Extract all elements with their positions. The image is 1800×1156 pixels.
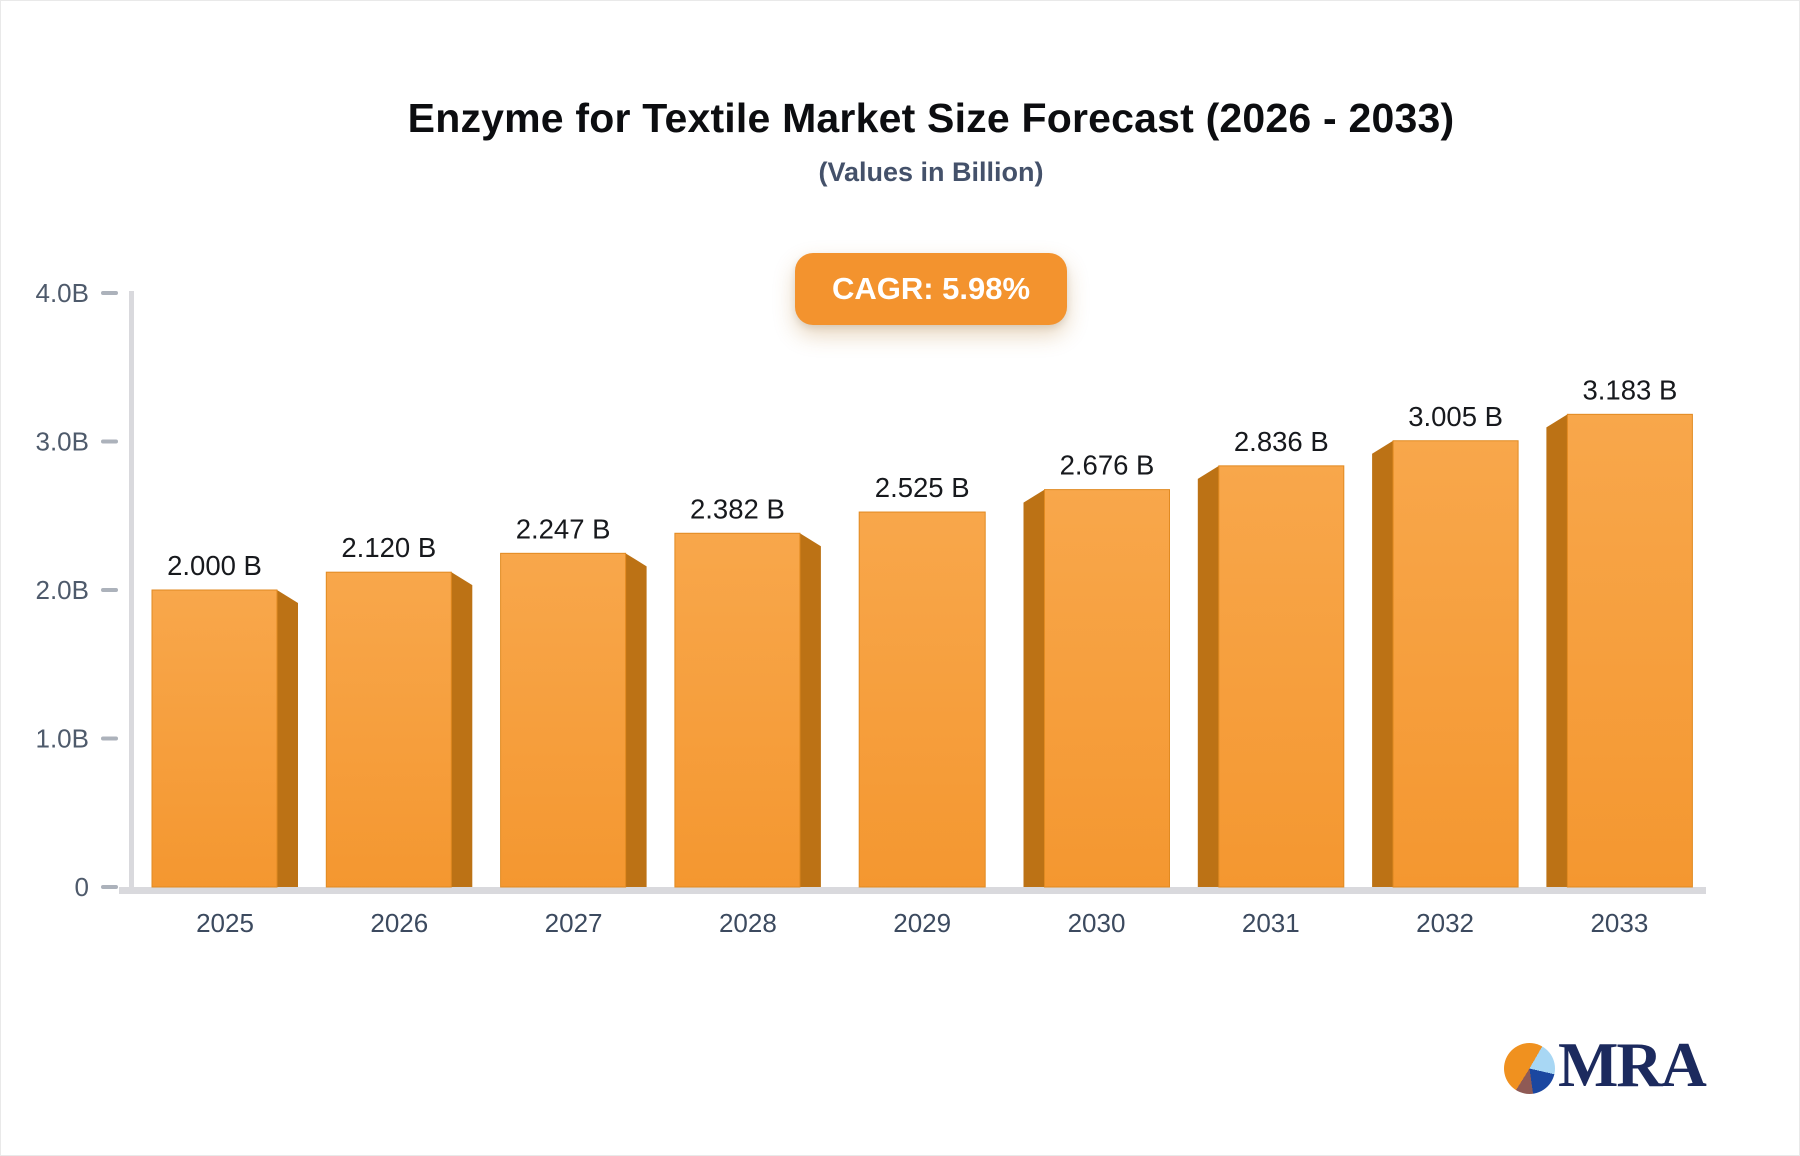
x-tick-label: 2027 bbox=[545, 908, 603, 938]
bar-group: 2.000 B 2025 bbox=[151, 550, 298, 938]
bar-value-label: 2.382 B bbox=[690, 493, 785, 524]
y-tick-label: 4.0B bbox=[36, 278, 90, 308]
bar-face bbox=[325, 571, 452, 888]
bar-value-label: 2.525 B bbox=[875, 472, 970, 503]
bar-face bbox=[1044, 489, 1170, 888]
bar-group: 3.005 B 2032 bbox=[1372, 401, 1519, 938]
bar-value-label: 2.000 B bbox=[167, 550, 262, 581]
x-tick-label: 2028 bbox=[719, 908, 777, 938]
bar-group: 3.183 B 2033 bbox=[1546, 374, 1693, 938]
y-tick-mark bbox=[101, 439, 118, 444]
bar-side-bevel bbox=[277, 590, 298, 887]
chart-subtitle: (Values in Billion) bbox=[818, 157, 1044, 187]
logo-pie-icon bbox=[1504, 1043, 1555, 1094]
bar-face bbox=[858, 511, 986, 888]
y-tick-label: 2.0B bbox=[36, 575, 90, 605]
x-tick-label: 2032 bbox=[1416, 908, 1474, 938]
y-tick-mark bbox=[101, 736, 118, 741]
bar-group: 2.382 B 2028 bbox=[674, 493, 821, 938]
bar-face bbox=[1392, 440, 1519, 888]
bar-side-bevel bbox=[451, 572, 473, 887]
cagr-badge-row: CAGR: 5.98% bbox=[131, 253, 1731, 325]
bar-group: 2.676 B 2030 bbox=[1023, 450, 1170, 938]
bar-group: 2.247 B 2027 bbox=[500, 513, 647, 938]
cagr-badge: CAGR: 5.98% bbox=[794, 253, 1068, 325]
bar-group: 2.120 B 2026 bbox=[325, 532, 473, 938]
bar-face bbox=[1218, 465, 1345, 888]
bar-side-bevel bbox=[1197, 465, 1219, 887]
x-tick-label: 2031 bbox=[1242, 908, 1300, 938]
bar-value-label: 2.676 B bbox=[1060, 450, 1155, 481]
mra-logo: MRA bbox=[1504, 1033, 1707, 1097]
y-tick-label: 0 bbox=[75, 872, 89, 902]
bar-side-bevel bbox=[1546, 414, 1568, 887]
bar-value-label: 2.836 B bbox=[1234, 426, 1329, 457]
bar-value-label: 2.247 B bbox=[516, 513, 611, 544]
y-tick-mark bbox=[101, 588, 118, 592]
x-tick-label: 2026 bbox=[370, 908, 428, 938]
bar-side-bevel bbox=[625, 553, 647, 887]
x-tick-label: 2025 bbox=[196, 908, 254, 938]
bar-side-bevel bbox=[1372, 440, 1394, 887]
bar-face bbox=[151, 589, 278, 888]
bar-side-bevel bbox=[799, 533, 821, 887]
x-tick-label: 2029 bbox=[893, 908, 951, 938]
y-tick-label: 1.0B bbox=[36, 724, 90, 754]
x-tick-label: 2033 bbox=[1590, 908, 1648, 938]
bar-face bbox=[674, 532, 801, 888]
bar-value-label: 3.183 B bbox=[1582, 374, 1677, 405]
x-tick-label: 2030 bbox=[1068, 908, 1126, 938]
x-axis-baseline bbox=[119, 887, 1706, 894]
bar-side-bevel bbox=[1023, 489, 1045, 887]
bar-face bbox=[500, 552, 627, 888]
y-tick-label: 3.0B bbox=[36, 427, 90, 457]
bar-value-label: 3.005 B bbox=[1408, 401, 1503, 432]
chart-header: Enzyme for Textile Market Size Forecast … bbox=[131, 95, 1731, 188]
y-axis-line bbox=[129, 291, 134, 887]
bar-face bbox=[1566, 413, 1693, 888]
y-tick-mark bbox=[101, 885, 118, 889]
y-tick-mark bbox=[101, 291, 118, 295]
bar-group: 2.836 B 2031 bbox=[1197, 426, 1345, 938]
bar-value-label: 2.120 B bbox=[341, 532, 436, 563]
bar-group: 2.525 B 2029 bbox=[858, 472, 986, 938]
chart-title: Enzyme for Textile Market Size Forecast … bbox=[407, 95, 1455, 141]
logo-text: MRA bbox=[1558, 1029, 1707, 1100]
